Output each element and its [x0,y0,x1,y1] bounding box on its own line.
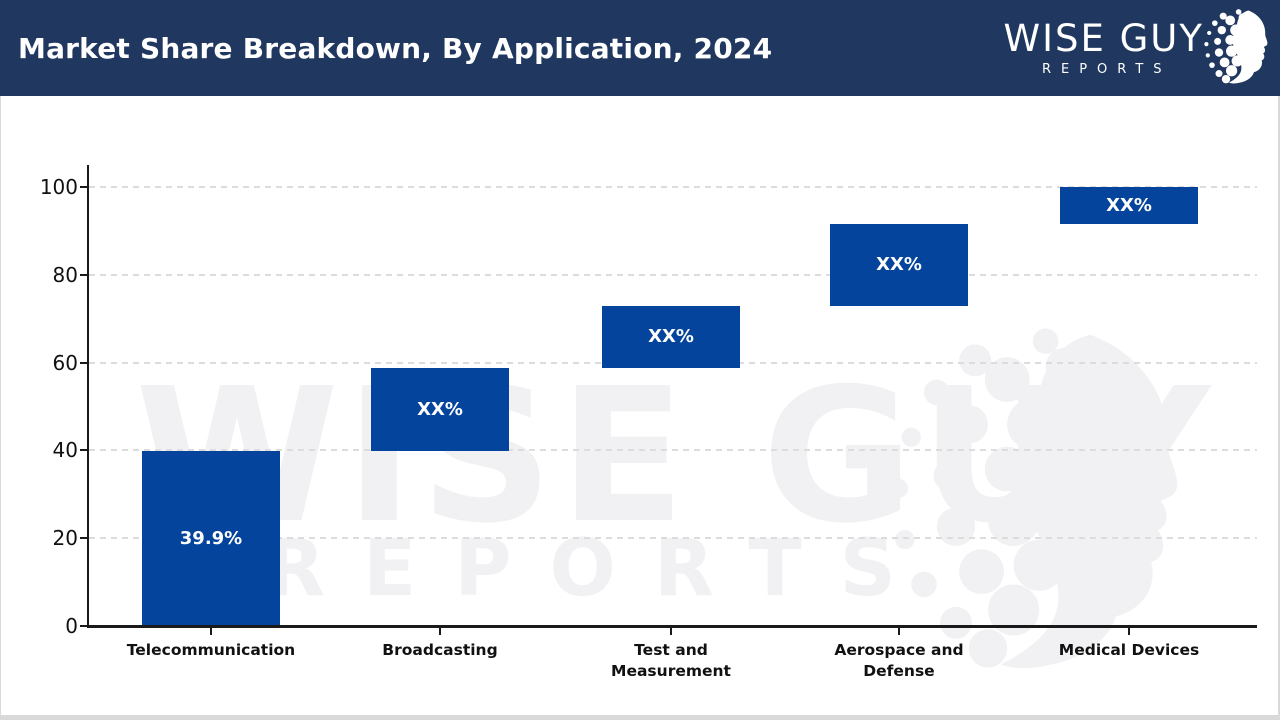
y-axis [87,165,89,628]
bottom-border [0,715,1280,720]
bar-value-label: 39.9% [179,527,243,549]
y-tick-mark [80,625,88,627]
x-tick-mark [1128,627,1130,635]
bar-telecommunication: 39.9% [142,450,280,626]
category-label: Medical Devices [1058,641,1200,659]
gridline [89,273,1257,276]
bar-aerospace-and-defense: XX% [830,223,968,306]
gridline [89,449,1257,452]
logo-wordmark: WISE GUY [1003,17,1204,60]
y-tick-mark [80,273,88,276]
gridline [89,186,1257,188]
x-tick-mark [670,627,672,635]
watermark-face-icon [860,296,1180,716]
category-label: Telecommunication [126,641,296,659]
y-tick-mark [80,537,88,540]
category-label: Broadcasting [382,641,498,659]
bar-broadcasting: XX% [371,367,509,451]
y-tick-label: 40 [52,438,78,463]
bar-value-label: XX% [648,326,694,348]
bar-value-label: XX% [876,254,922,276]
y-tick-label: 80 [52,262,78,287]
right-border [1278,96,1280,720]
x-axis [87,625,1257,628]
header-bar: Market Share Breakdown, By Application, … [0,0,1280,96]
logo-subtitle: REPORTS [1041,62,1172,77]
y-tick-mark [80,361,88,364]
bar-medical-devices: XX% [1060,187,1198,224]
y-tick-mark [80,186,88,188]
logo-face-icon [1198,6,1268,90]
category-label: Aerospace and Defense [834,641,964,680]
bar-value-label: XX% [417,398,463,420]
y-tick-mark [80,449,88,452]
chart-title: Market Share Breakdown, By Application, … [18,31,773,65]
y-tick-label: 20 [52,526,78,551]
category-label: Test and Measurement [611,641,731,680]
y-tick-label: 100 [39,175,78,199]
x-tick-mark [439,627,441,635]
bar-value-label: XX% [1106,194,1152,216]
y-tick-label: 60 [52,350,78,375]
y-tick-label: 0 [65,614,78,638]
plot-area: WISE GUY REPORTS 0 20 40 60 80 100 39.9% Teleco… [0,96,1280,720]
wise-guy-logo: WISE GUY REPORTS [1004,6,1268,90]
left-border [0,96,1,720]
gridline [89,537,1257,540]
x-tick-mark [898,627,900,635]
bar-test-and-measurement: XX% [602,305,740,368]
x-tick-mark [210,627,212,635]
logo-text: WISE GUY REPORTS [1003,17,1204,78]
